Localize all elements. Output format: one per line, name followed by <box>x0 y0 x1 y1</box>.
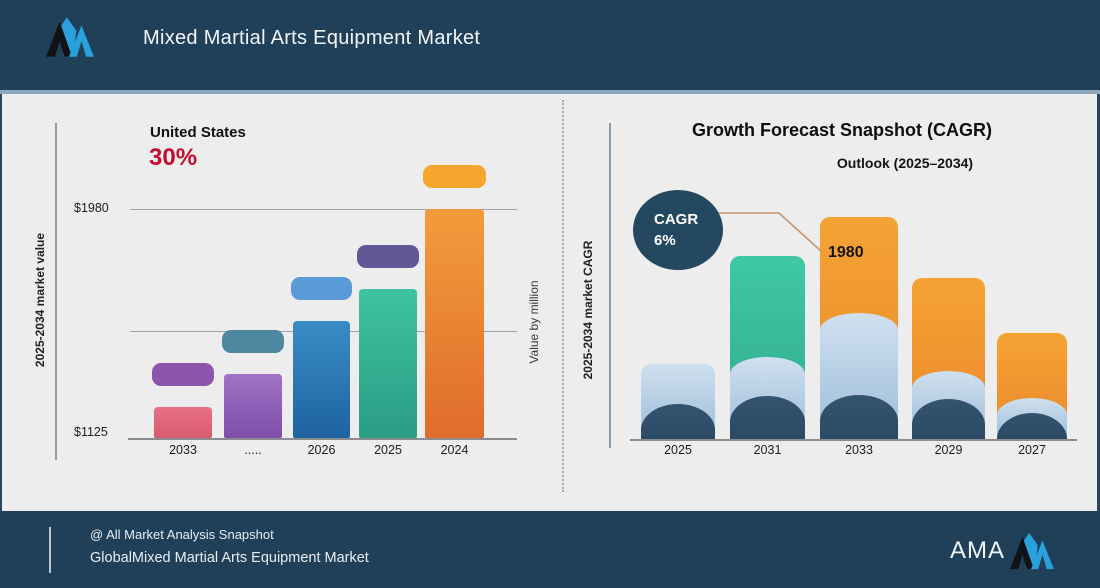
left-chart-highlight: 30% <box>149 144 198 171</box>
bar-2029 <box>912 277 985 439</box>
footer: @ All Market Analysis Snapshot GlobalMix… <box>0 511 1100 588</box>
segment-navy <box>912 398 985 439</box>
bar-2033 <box>154 407 212 438</box>
segment-navy <box>820 395 898 439</box>
content-panel: 2025-2034 market value $1980 $1125 Unite… <box>2 94 1097 511</box>
bar-2025 <box>359 289 417 438</box>
right-y-axis-line <box>609 123 611 448</box>
dashed-divider-line <box>562 100 564 492</box>
left-gridline-1980 <box>130 209 517 210</box>
bar-2027 <box>997 333 1067 439</box>
bar-2024 <box>425 209 484 438</box>
bar-2031 <box>730 256 805 439</box>
segment-navy <box>730 396 805 439</box>
x-tick-label: 2029 <box>934 443 963 457</box>
bar-2025 <box>641 363 715 439</box>
x-tick-label: ..... <box>244 443 262 457</box>
bar-2026 <box>293 321 350 438</box>
callout-connector-line <box>715 212 823 253</box>
footer-ama-logo-icon <box>1010 532 1054 570</box>
footer-snapshot-text: @ All Market Analysis Snapshot <box>90 527 274 542</box>
bar-cap-2025 <box>357 245 419 269</box>
segment-navy <box>641 404 715 439</box>
left-baseline <box>128 438 517 440</box>
footer-divider-line <box>49 527 51 573</box>
right-baseline <box>630 439 1077 441</box>
cagr-badge-value: 6% <box>654 232 676 249</box>
header-separator <box>0 90 1100 94</box>
bar-2033 <box>820 217 898 439</box>
bar-cap-2033 <box>152 363 214 387</box>
bar-annotation-1980: 1980 <box>828 244 864 261</box>
left-y-axis-line <box>55 123 57 460</box>
right-chart-title: Growth Forecast Snapshot (CAGR) <box>691 120 992 140</box>
left-tick-1125: $1125 <box>74 425 108 439</box>
x-tick-label: 2033 <box>845 443 873 457</box>
bar-..... <box>224 373 282 438</box>
header: Mixed Martial Arts Equipment Market <box>0 0 1100 90</box>
page-title: Mixed Martial Arts Equipment Market <box>143 27 481 49</box>
footer-brand-text: AMA <box>950 537 1006 564</box>
ama-logo-icon <box>46 17 94 57</box>
x-tick-label: 2033 <box>169 443 197 457</box>
bar-cap-2024 <box>423 165 486 188</box>
x-tick-label: 2027 <box>1018 443 1046 457</box>
bar-cap-2026 <box>291 277 352 301</box>
right-chart-subtitle: Outlook (2025–2034) <box>836 155 974 171</box>
cagr-badge-label: CAGR <box>654 211 699 228</box>
footer-market-text: GlobalMixed Martial Arts Equipment Marke… <box>90 550 369 566</box>
left-chart-bars: 2033..... 2026 2025 2024 <box>2 94 1097 511</box>
bar-cap-..... <box>222 329 284 353</box>
x-tick-label: 2031 <box>753 443 782 457</box>
x-tick-label: 2026 <box>307 443 336 457</box>
left-chart-title: United States <box>150 124 246 141</box>
left-tick-1980: $1980 <box>74 201 109 215</box>
x-tick-label: 2024 <box>440 443 469 457</box>
x-tick-label: 2025 <box>374 443 402 457</box>
x-tick-label: 2025 <box>664 443 692 457</box>
right-chart-bars: 2025 2031 2033 2029 2027 <box>2 94 1097 511</box>
cagr-badge: CAGR 6% <box>633 190 723 270</box>
